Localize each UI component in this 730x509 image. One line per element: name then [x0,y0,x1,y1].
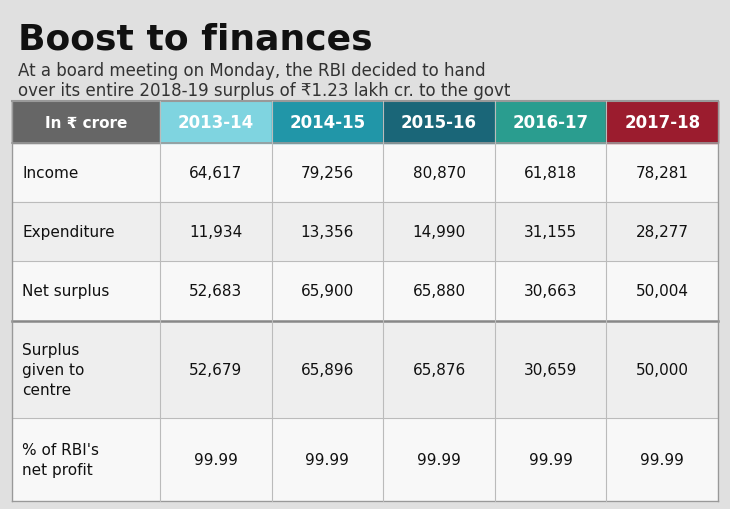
Bar [12,321,718,418]
Text: Expenditure: Expenditure [22,225,115,240]
Text: 99.99: 99.99 [417,452,461,467]
Bar [12,203,718,262]
Text: 50,000: 50,000 [636,362,688,377]
Text: 28,277: 28,277 [636,225,688,240]
Text: 65,896: 65,896 [301,362,354,377]
Text: 2013-14: 2013-14 [177,114,254,132]
Text: 64,617: 64,617 [189,166,242,181]
Text: Boost to finances: Boost to finances [18,22,372,56]
Text: 31,155: 31,155 [524,225,577,240]
Text: 99.99: 99.99 [529,452,572,467]
Bar [607,102,718,144]
Text: % of RBI's
net profit: % of RBI's net profit [22,442,99,477]
Text: 52,683: 52,683 [189,284,242,299]
Text: 78,281: 78,281 [636,166,688,181]
Text: 13,356: 13,356 [301,225,354,240]
Text: In ₹ crore: In ₹ crore [45,115,127,130]
Bar [383,102,495,144]
Text: 2015-16: 2015-16 [401,114,477,132]
Text: 2014-15: 2014-15 [289,114,366,132]
Text: 65,900: 65,900 [301,284,354,299]
Text: over its entire 2018-19 surplus of ₹1.23 lakh cr. to the govt: over its entire 2018-19 surplus of ₹1.23… [18,82,510,100]
Text: 2017-18: 2017-18 [624,114,700,132]
Text: 14,990: 14,990 [412,225,466,240]
Bar [272,102,383,144]
Text: 99.99: 99.99 [640,452,684,467]
Text: 99.99: 99.99 [194,452,238,467]
Bar [12,262,718,321]
Text: 11,934: 11,934 [189,225,242,240]
Text: Net surplus: Net surplus [22,284,110,299]
Text: 65,880: 65,880 [412,284,466,299]
Bar [160,102,272,144]
Bar [12,418,718,501]
Text: 52,679: 52,679 [189,362,242,377]
Text: 99.99: 99.99 [305,452,350,467]
Text: 50,004: 50,004 [636,284,688,299]
Text: 61,818: 61,818 [524,166,577,181]
Text: 65,876: 65,876 [412,362,466,377]
Text: Surplus
given to
centre: Surplus given to centre [22,343,85,397]
Text: Income: Income [22,166,78,181]
Bar [495,102,607,144]
Bar [12,102,160,144]
Text: 30,663: 30,663 [524,284,577,299]
Text: 80,870: 80,870 [412,166,466,181]
Text: 2016-17: 2016-17 [512,114,588,132]
Bar [12,144,718,203]
Text: 79,256: 79,256 [301,166,354,181]
Text: 30,659: 30,659 [524,362,577,377]
Text: At a board meeting on Monday, the RBI decided to hand: At a board meeting on Monday, the RBI de… [18,62,485,80]
